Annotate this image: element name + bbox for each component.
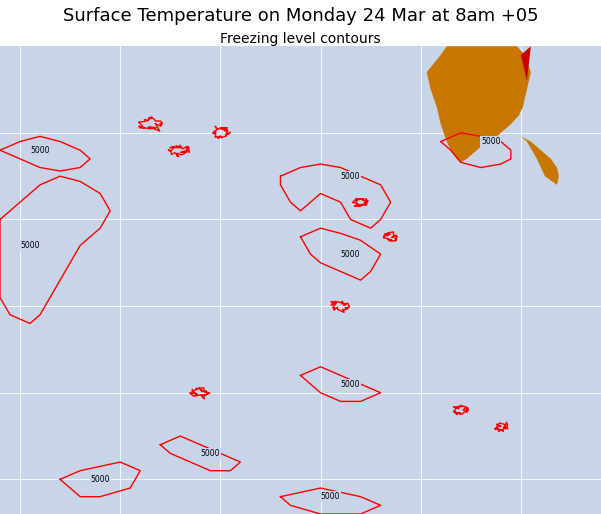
- Text: Surface Temperature on Monday 24 Mar at 8am +05: Surface Temperature on Monday 24 Mar at …: [63, 7, 538, 25]
- Text: 5000: 5000: [341, 379, 361, 389]
- Text: Freezing level contours: Freezing level contours: [220, 32, 381, 46]
- Text: 5000: 5000: [341, 250, 361, 259]
- Text: 5000: 5000: [341, 172, 361, 181]
- Polygon shape: [521, 46, 531, 81]
- Text: 5000: 5000: [30, 145, 50, 155]
- Polygon shape: [521, 136, 559, 185]
- Text: 5000: 5000: [20, 241, 40, 250]
- Text: 5000: 5000: [90, 475, 110, 484]
- Text: 5000: 5000: [321, 492, 340, 501]
- Text: 5000: 5000: [481, 137, 501, 146]
- Text: 5000: 5000: [201, 449, 220, 458]
- Polygon shape: [427, 46, 531, 162]
